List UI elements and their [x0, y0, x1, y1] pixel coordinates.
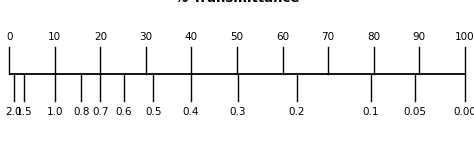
Text: 20: 20 — [94, 32, 107, 42]
Text: 90: 90 — [412, 32, 426, 42]
Text: 0.7: 0.7 — [92, 107, 109, 117]
Text: 0.3: 0.3 — [229, 107, 246, 117]
Text: 70: 70 — [321, 32, 335, 42]
Text: 0.5: 0.5 — [145, 107, 162, 117]
Text: 80: 80 — [367, 32, 380, 42]
Text: % Transmittance: % Transmittance — [175, 0, 299, 5]
Text: 10: 10 — [48, 32, 62, 42]
Text: 40: 40 — [185, 32, 198, 42]
Text: 0.00: 0.00 — [453, 107, 474, 117]
Text: 2.0: 2.0 — [6, 107, 22, 117]
Text: 1.0: 1.0 — [46, 107, 63, 117]
Text: 50: 50 — [230, 32, 244, 42]
Text: 0.05: 0.05 — [404, 107, 427, 117]
Text: 0.4: 0.4 — [182, 107, 199, 117]
Text: 0.8: 0.8 — [73, 107, 90, 117]
Text: 60: 60 — [276, 32, 289, 42]
Text: 30: 30 — [139, 32, 153, 42]
Text: 1.5: 1.5 — [15, 107, 32, 117]
Text: 0.2: 0.2 — [288, 107, 305, 117]
Text: 0.1: 0.1 — [363, 107, 379, 117]
Text: 100: 100 — [455, 32, 474, 42]
Text: 0.6: 0.6 — [116, 107, 132, 117]
Text: 0: 0 — [6, 32, 12, 42]
